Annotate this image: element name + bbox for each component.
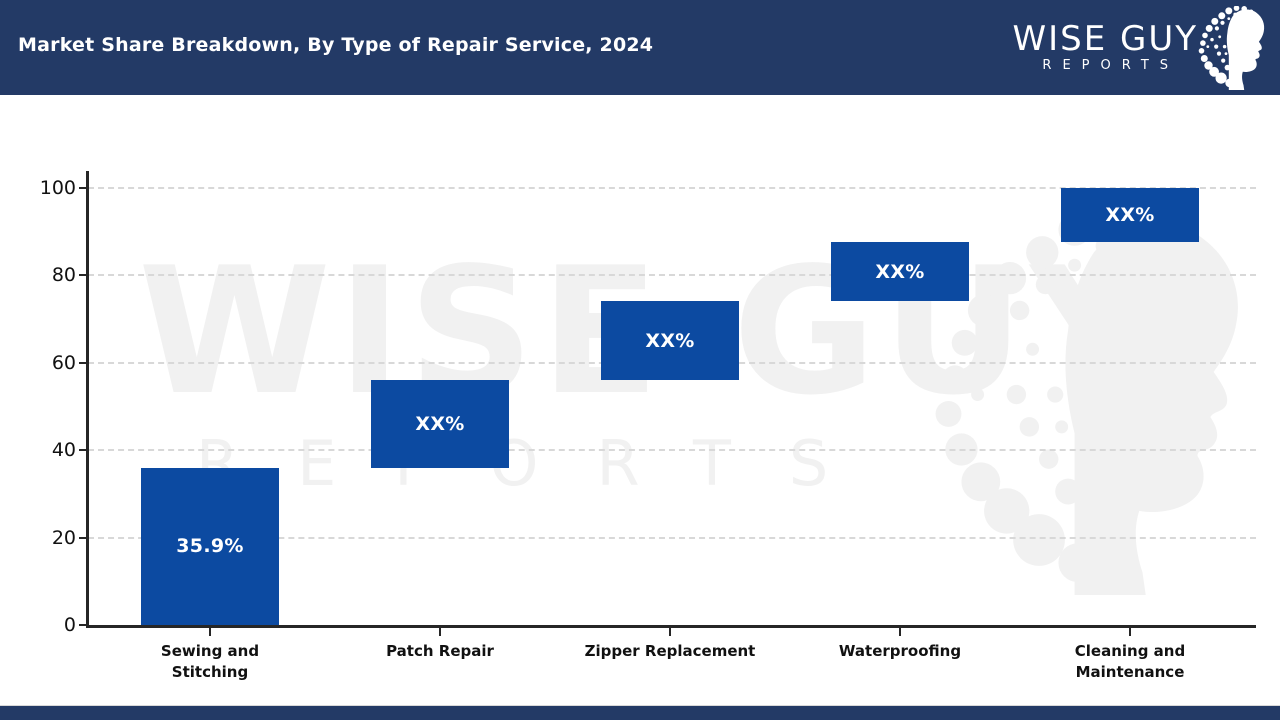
bar-value-label: XX% xyxy=(1105,203,1155,226)
x-tick-mark-2 xyxy=(669,628,671,636)
bar-value-label: 35.9% xyxy=(176,535,244,558)
x-tick-mark-0 xyxy=(209,628,211,636)
bar-cleaning-and-maintenance: XX% xyxy=(1061,187,1199,243)
y-tick-label-20: 20 xyxy=(51,526,76,549)
x-category-label-4: Cleaning and Maintenance xyxy=(1074,642,1186,681)
y-tick-mark-100 xyxy=(79,186,87,189)
bar-value-label: XX% xyxy=(875,260,925,283)
logo-wordmark-line1: WISE GUY xyxy=(1012,19,1198,60)
bar-value-label: XX% xyxy=(415,412,465,435)
x-category-label-1: Patch Repair xyxy=(386,642,494,660)
y-tick-mark-60 xyxy=(79,361,87,364)
bar-patch-repair: XX% xyxy=(371,380,509,468)
y-tick-label-60: 60 xyxy=(51,351,76,374)
chart-title: Market Share Breakdown, By Type of Repai… xyxy=(18,34,654,56)
y-tick-mark-0 xyxy=(79,624,87,626)
wise-guy-logo: WISE GUY REPORTS xyxy=(1012,4,1268,92)
footer-bar xyxy=(0,705,1280,720)
header-bar: Market Share Breakdown, By Type of Repai… xyxy=(0,0,1280,95)
bar-sewing-and-stitching: 35.9% xyxy=(141,467,279,625)
bar-zipper-replacement: XX% xyxy=(601,301,739,380)
logo-wordmark-line2: REPORTS xyxy=(1042,58,1180,74)
gridline-y-20 xyxy=(88,536,1256,539)
bar-value-label: XX% xyxy=(645,329,695,352)
y-tick-label-40: 40 xyxy=(51,439,76,461)
x-tick-mark-1 xyxy=(439,628,441,636)
logo-head-icon xyxy=(1198,6,1268,90)
x-category-label-3: Waterproofing xyxy=(838,642,962,660)
x-tick-mark-3 xyxy=(899,628,901,636)
y-axis-line xyxy=(86,171,89,627)
y-tick-mark-80 xyxy=(79,274,87,276)
bar-waterproofing: XX% xyxy=(831,242,969,302)
x-category-label-0: Sewing and Stitching xyxy=(160,642,260,681)
gridline-y-80 xyxy=(88,274,1256,276)
gridline-y-40 xyxy=(88,449,1256,451)
y-tick-label-80: 80 xyxy=(51,264,76,286)
y-tick-label-100: 100 xyxy=(39,176,76,199)
x-axis-line xyxy=(86,625,1256,628)
gridline-y-100 xyxy=(88,186,1256,189)
y-tick-label-0: 0 xyxy=(63,614,76,636)
x-category-label-2: Zipper Replacement xyxy=(584,642,756,660)
y-tick-mark-40 xyxy=(79,449,87,451)
x-tick-mark-4 xyxy=(1129,628,1131,636)
logo-wordmark: WISE GUY REPORTS xyxy=(1012,22,1198,73)
y-tick-mark-20 xyxy=(79,536,87,539)
